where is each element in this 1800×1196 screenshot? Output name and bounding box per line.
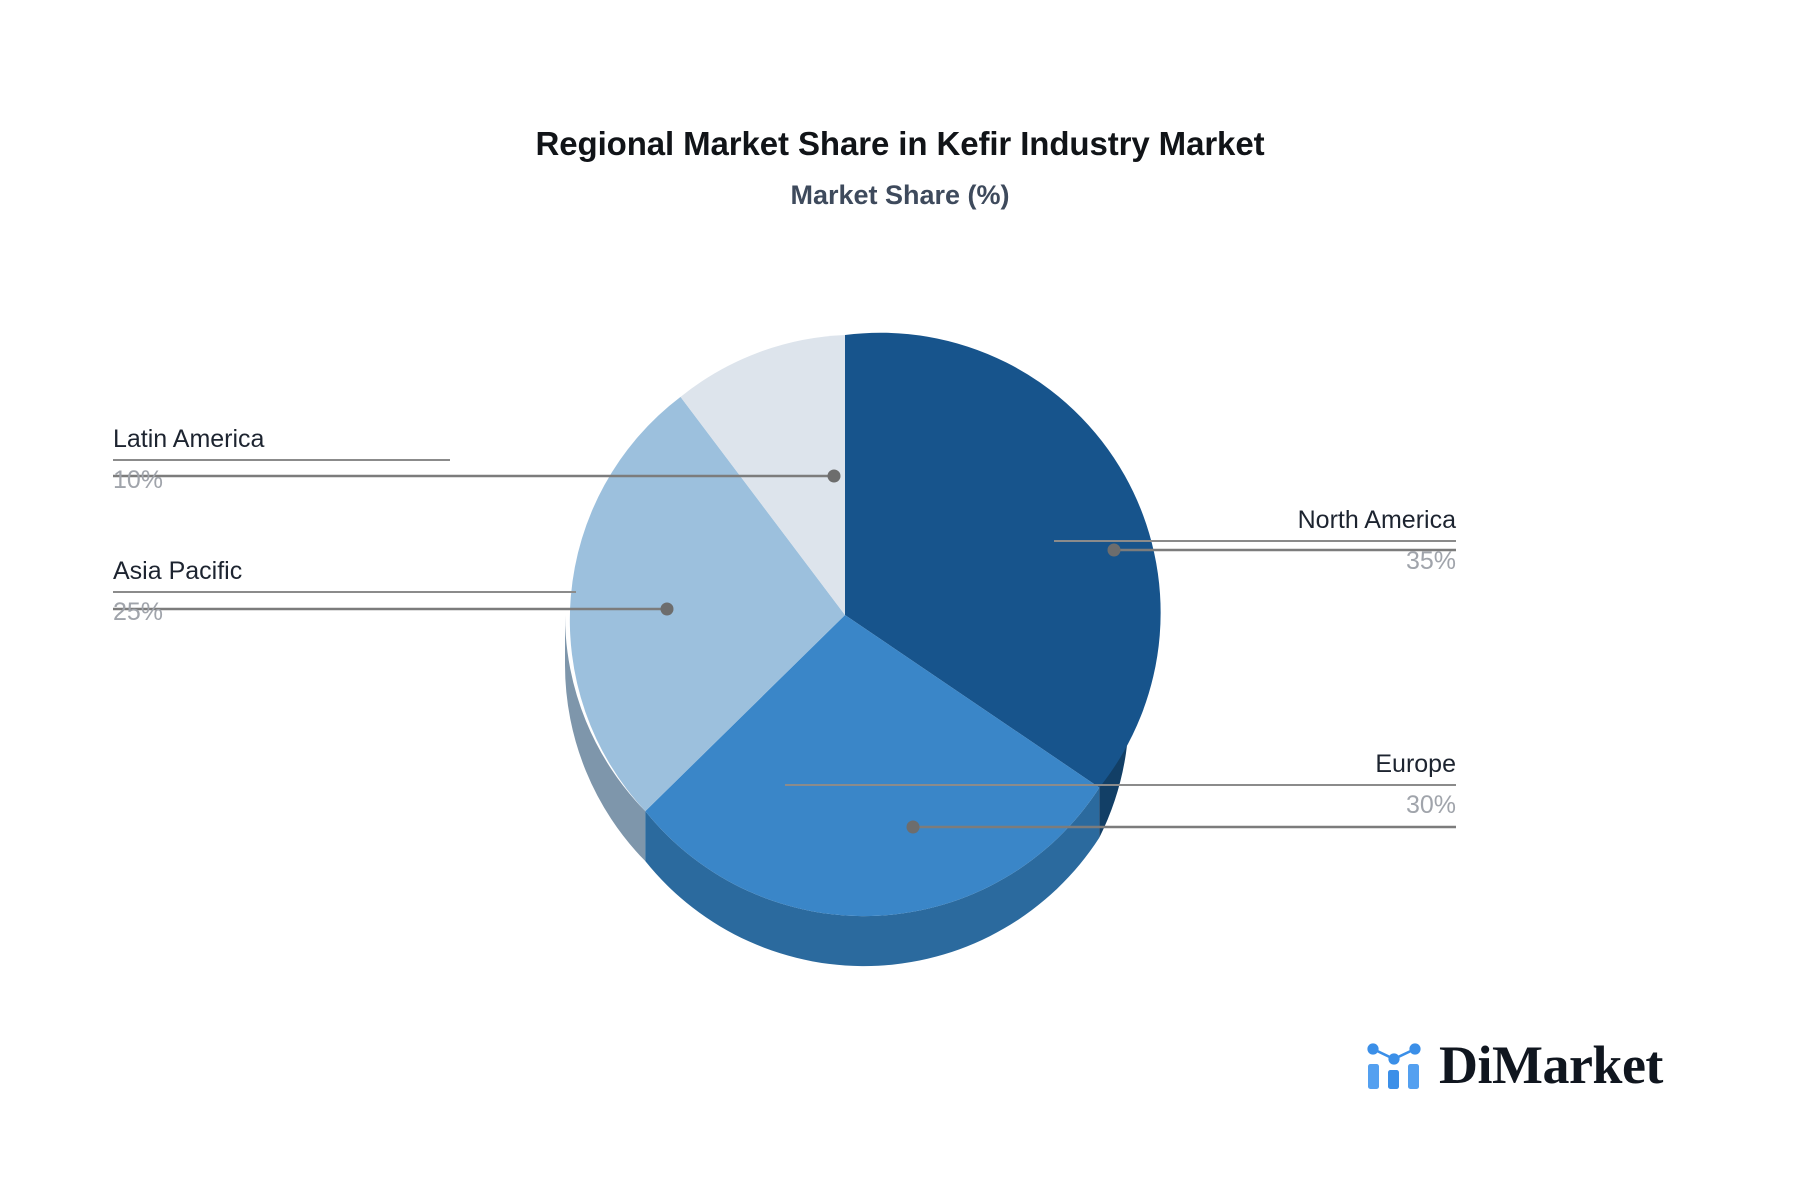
callout-label-latin-america: Latin America bbox=[113, 425, 265, 453]
pie-slice-side-europe bbox=[645, 787, 1100, 967]
callout-label-asia-pacific: Asia Pacific bbox=[113, 557, 243, 585]
pie-leader-lines bbox=[113, 469, 1456, 834]
bar-chart-trend-icon bbox=[1367, 1043, 1421, 1089]
pie-top-faces bbox=[569, 332, 1161, 917]
callout-latin-america: Latin America 10% bbox=[113, 425, 450, 494]
brand-logo-text: DiMarket bbox=[1439, 1035, 1663, 1095]
callout-rule-latin-america bbox=[113, 459, 450, 461]
callout-label-north-america: North America bbox=[1297, 506, 1456, 534]
callout-value-europe: 30% bbox=[1405, 791, 1456, 819]
leader-dot-europe bbox=[906, 820, 920, 834]
chart-title: Regional Market Share in Kefir Industry … bbox=[535, 125, 1265, 162]
pie-depth-walls bbox=[565, 615, 1129, 967]
pie-slice-side-north-america bbox=[1099, 615, 1129, 838]
callout-north-america: North America 35% bbox=[1054, 506, 1456, 575]
leader-dot-north-america bbox=[1107, 543, 1121, 557]
chart-subtitle: Market Share (%) bbox=[790, 180, 1010, 211]
pie-slice-asia-pacific bbox=[569, 396, 845, 812]
callout-asia-pacific: Asia Pacific 25% bbox=[113, 557, 576, 626]
callout-label-europe: Europe bbox=[1375, 750, 1456, 778]
callout-rule-europe bbox=[785, 784, 1456, 786]
chart-header: Regional Market Share in Kefir Industry … bbox=[0, 125, 1800, 211]
pie-slice-side-asia-pacific bbox=[565, 615, 646, 862]
callout-rule-asia-pacific bbox=[113, 591, 576, 593]
callout-value-north-america: 35% bbox=[1405, 547, 1456, 575]
leader-dot-asia-pacific bbox=[660, 602, 674, 616]
callout-value-latin-america: 10% bbox=[113, 466, 164, 494]
pie-slice-europe bbox=[645, 615, 1100, 917]
pie-slice-north-america bbox=[845, 332, 1161, 788]
brand-logo: DiMarket bbox=[1363, 1037, 1663, 1093]
callout-rule-north-america bbox=[1054, 540, 1456, 542]
leader-dot-latin-america bbox=[827, 469, 841, 483]
callout-value-asia-pacific: 25% bbox=[113, 598, 164, 626]
callout-europe: Europe 30% bbox=[785, 750, 1456, 819]
